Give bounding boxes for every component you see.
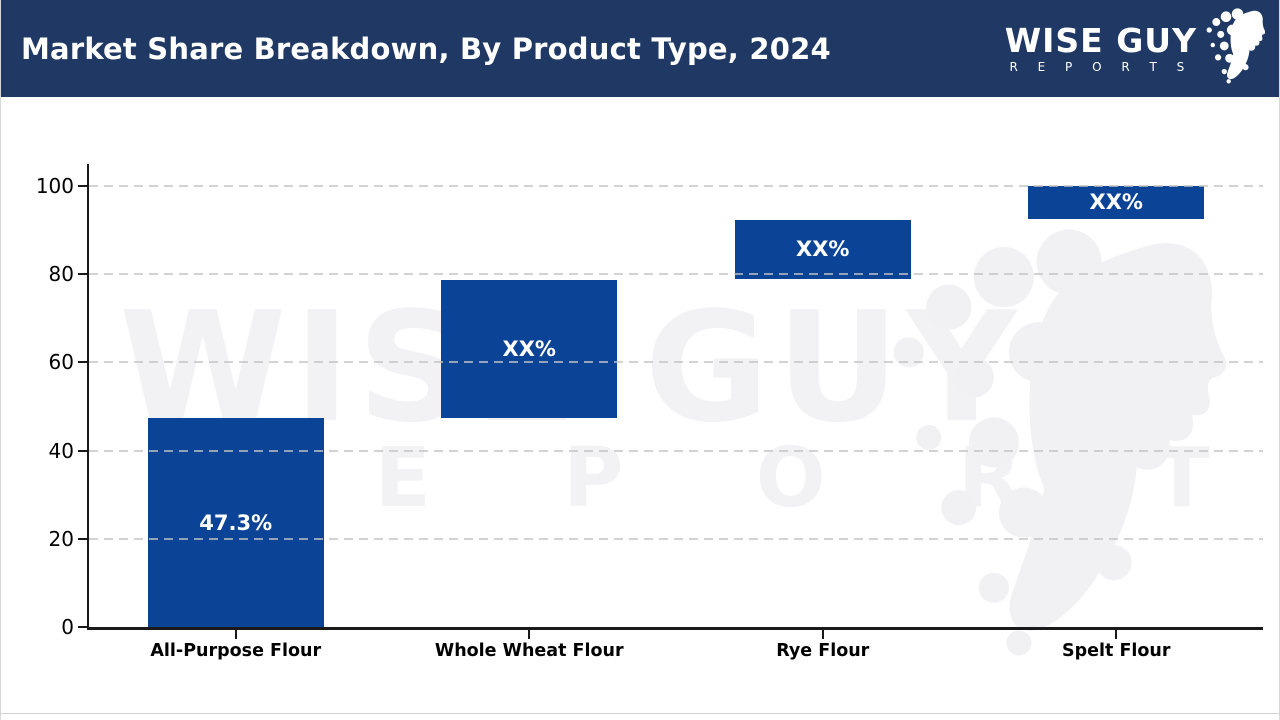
bar-all-purpose-flour: 47.3% [147,418,324,627]
chart-title: Market Share Breakdown, By Product Type,… [21,31,831,66]
bar-whole-wheat-flour: XX% [441,280,618,419]
y-tick-label-20: 20 [48,526,74,551]
y-tickmark-20 [78,537,87,540]
x-tickmark-1 [528,630,531,639]
y-tickmark-60 [78,361,87,364]
y-tick-label-40: 40 [48,438,74,463]
gridline-40 [89,449,1263,452]
x-axis-line [87,627,1263,630]
gridline-60 [89,361,1263,364]
y-tick-label-60: 60 [48,350,74,375]
bottom-border [1,713,1279,714]
logo-text: WISE GUY R E P O R T S [1005,24,1197,73]
logo-subtitle: R E P O R T S [1009,60,1193,74]
y-tickmark-40 [78,449,87,452]
bar-spelt-flour: XX% [1028,186,1205,219]
y-tick-label-0: 0 [61,615,74,639]
x-tickmark-3 [1115,630,1118,639]
y-tickmark-0 [78,626,87,628]
x-category-label: All-Purpose Flour [150,641,322,661]
x-tickmark-2 [821,630,824,639]
y-tick-label-80: 80 [48,262,74,287]
logo-wordmark: WISE GUY [1004,21,1197,60]
gridline-80 [89,273,1263,276]
x-category-label: Spelt Flour [1061,641,1171,661]
chart-header: Market Share Breakdown, By Product Type,… [1,0,1279,97]
wiseguy-logo: WISE GUY R E P O R T S [1005,7,1265,91]
x-category-label: Whole Wheat Flour [434,641,624,661]
wiseguy-face-icon [1203,7,1265,91]
x-tickmark-0 [234,630,237,639]
bar-value-label: XX% [502,337,556,362]
y-tickmark-80 [78,273,87,276]
bar-value-label: XX% [1089,190,1143,215]
y-tickmark-100 [78,185,87,187]
gridline-20 [89,537,1263,540]
y-axis-line [87,163,89,629]
bar-value-label: 47.3% [199,510,273,535]
y-tick-label-100: 100 [35,174,74,198]
gridline-100 [89,185,1263,187]
bar-rye-flour: XX% [734,219,911,279]
x-category-label: Rye Flour [776,641,870,661]
bar-value-label: XX% [796,237,850,262]
